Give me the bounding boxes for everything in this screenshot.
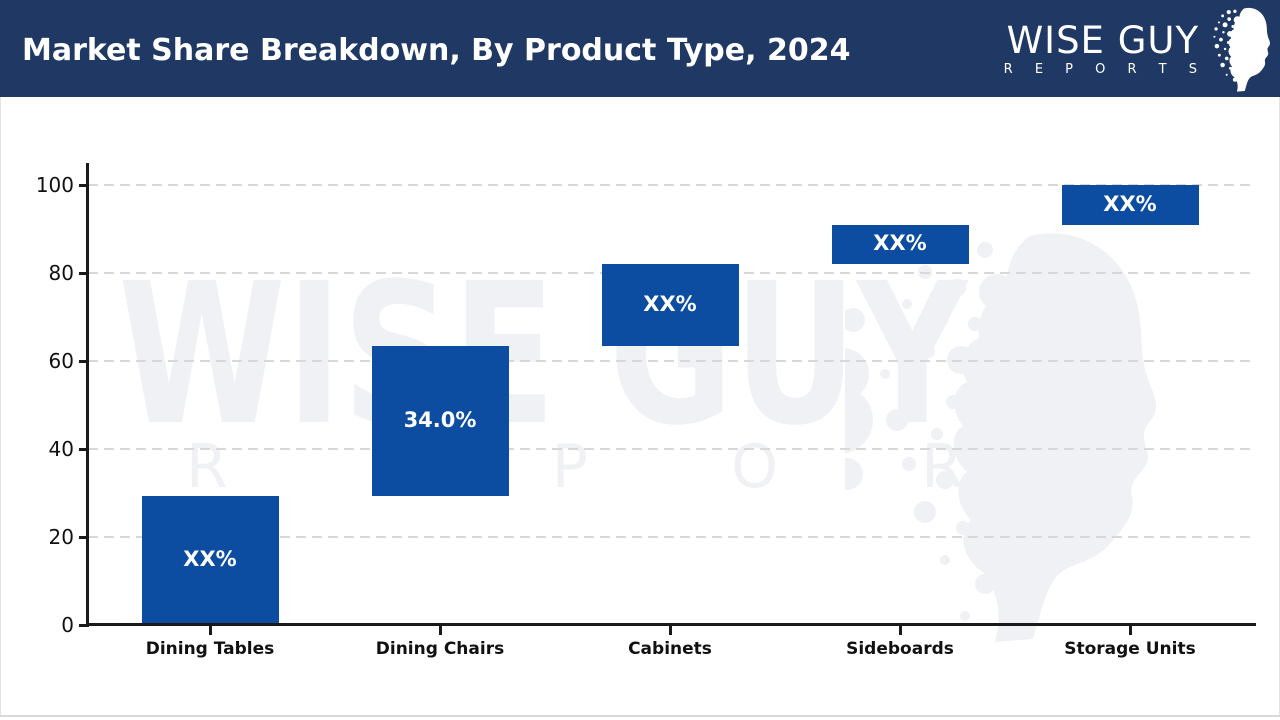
frame-left bbox=[0, 97, 1, 717]
bar-value-label: XX% bbox=[873, 231, 927, 256]
grid-line bbox=[88, 360, 1255, 362]
watermark-face-icon bbox=[845, 233, 1157, 642]
grid-line bbox=[88, 536, 1255, 538]
x-tick bbox=[439, 626, 442, 635]
bar-sideboards bbox=[831, 224, 969, 265]
x-tick bbox=[669, 626, 672, 635]
y-tick-label: 40 bbox=[48, 437, 74, 461]
bar-value-label: XX% bbox=[643, 292, 697, 317]
x-tick-label: Storage Units bbox=[1064, 639, 1196, 659]
bar-value-label: 34.0% bbox=[403, 407, 477, 432]
y-tick-label: 0 bbox=[61, 613, 74, 637]
x-tick-label: Dining Tables bbox=[145, 639, 275, 659]
y-tick-label: 100 bbox=[35, 173, 74, 197]
x-tick-label: Sideboards bbox=[846, 639, 954, 659]
y-tick bbox=[79, 448, 87, 451]
watermark-wordmark: WISE GUY bbox=[118, 241, 968, 468]
x-tick-label: Dining Chairs bbox=[375, 639, 505, 659]
bar-storage-units bbox=[1061, 185, 1199, 225]
x-tick bbox=[899, 626, 902, 635]
logo-text: WISE GUY R E P O R T S bbox=[1000, 19, 1206, 77]
footer-divider bbox=[0, 715, 1280, 717]
x-axis-line bbox=[86, 623, 1256, 626]
logo-subtitle: R E P O R T S bbox=[1003, 61, 1206, 77]
y-axis-line bbox=[86, 163, 89, 627]
bar-value-label: XX% bbox=[183, 547, 237, 572]
bar-cabinets bbox=[601, 264, 739, 347]
bar-value-label: XX% bbox=[1103, 191, 1157, 216]
y-tick bbox=[79, 624, 87, 627]
y-tick bbox=[79, 272, 87, 275]
logo-face-icon bbox=[1213, 7, 1270, 92]
y-tick bbox=[79, 360, 87, 363]
header-bar: Market Share Breakdown, By Product Type,… bbox=[0, 0, 1280, 97]
chart: WISE GUY R E P O R T S 0 20 40 60 80 100 XX% 3… bbox=[0, 97, 1280, 720]
y-tick-label: 20 bbox=[48, 525, 74, 549]
bar-dining-tables bbox=[141, 495, 279, 625]
x-tick-label: Cabinets bbox=[628, 639, 712, 659]
y-tick-label: 80 bbox=[48, 261, 74, 285]
grid-line bbox=[88, 448, 1255, 450]
logo-wordmark: WISE GUY bbox=[1006, 19, 1200, 63]
grid-line bbox=[88, 184, 1255, 186]
page-title: Market Share Breakdown, By Product Type,… bbox=[22, 33, 851, 68]
logo: WISE GUY R E P O R T S bbox=[1000, 6, 1278, 92]
x-tick bbox=[209, 626, 212, 635]
x-tick bbox=[1129, 626, 1132, 635]
y-tick bbox=[79, 184, 87, 187]
bar-dining-chairs bbox=[371, 346, 509, 496]
y-tick-label: 60 bbox=[48, 349, 74, 373]
y-tick bbox=[79, 536, 87, 539]
